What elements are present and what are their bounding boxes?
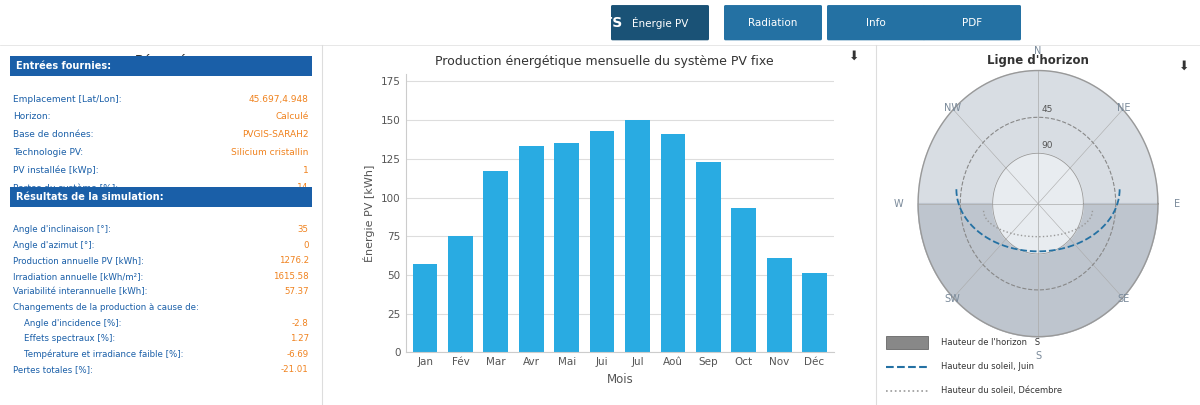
- Text: Température et irradiance faible [%]:: Température et irradiance faible [%]:: [13, 350, 184, 359]
- Bar: [413, 264, 438, 352]
- Text: N: N: [1034, 46, 1042, 56]
- Text: NE: NE: [1117, 103, 1130, 113]
- Bar: [484, 171, 509, 352]
- Bar: [660, 134, 685, 352]
- Text: NW: NW: [943, 103, 961, 113]
- Bar: [731, 209, 756, 352]
- Text: 45.697,4.948: 45.697,4.948: [248, 95, 308, 104]
- Text: Pertes du système [%]:: Pertes du système [%]:: [13, 183, 118, 193]
- Bar: [802, 273, 827, 352]
- Text: S: S: [1034, 352, 1042, 361]
- Text: Production annuelle PV [kWh]:: Production annuelle PV [kWh]:: [13, 256, 144, 265]
- Text: W: W: [894, 198, 904, 209]
- Y-axis label: Énergie PV [kWh]: Énergie PV [kWh]: [364, 164, 376, 262]
- Bar: [696, 162, 721, 352]
- Text: 90: 90: [1042, 141, 1052, 150]
- Text: Emplacement [Lat/Lon]:: Emplacement [Lat/Lon]:: [13, 95, 121, 104]
- Text: Pertes totales [%]:: Pertes totales [%]:: [13, 365, 92, 374]
- Text: Horizon:: Horizon:: [13, 113, 50, 121]
- Text: Résumé: Résumé: [134, 54, 187, 67]
- Text: PERFORMANCE DU SYSTÈME PV COUPLÉ AU RÉSEAU: RÉSULTATS: PERFORMANCE DU SYSTÈME PV COUPLÉ AU RÉSE…: [118, 16, 623, 30]
- Text: Production énergétique mensuelle du système PV fixe: Production énergétique mensuelle du syst…: [436, 55, 774, 68]
- Text: SE: SE: [1117, 294, 1130, 304]
- Text: Variabilité interannuelle [kWh]:: Variabilité interannuelle [kWh]:: [13, 288, 148, 296]
- Text: Angle d'azimut [°]:: Angle d'azimut [°]:: [13, 241, 95, 250]
- Text: ⬇: ⬇: [1178, 60, 1189, 73]
- Text: Ligne d'horizon: Ligne d'horizon: [988, 54, 1088, 67]
- Text: Silicium cristallin: Silicium cristallin: [232, 148, 308, 157]
- Text: Radiation: Radiation: [749, 18, 798, 28]
- Text: E: E: [1175, 198, 1181, 209]
- X-axis label: Mois: Mois: [606, 373, 634, 386]
- Text: Technologie PV:: Technologie PV:: [13, 148, 83, 157]
- Text: 1276.2: 1276.2: [278, 256, 308, 265]
- Text: Énergie PV: Énergie PV: [632, 17, 688, 29]
- Text: Angle d'inclinaison [°]:: Angle d'inclinaison [°]:: [13, 225, 110, 234]
- Text: -6.69: -6.69: [287, 350, 308, 358]
- Bar: [10, 56, 312, 76]
- Text: SW: SW: [944, 294, 960, 304]
- Text: Hauteur du soleil, Juin: Hauteur du soleil, Juin: [941, 362, 1034, 371]
- Bar: [10, 187, 312, 207]
- Text: Irradiation annuelle [kWh/m²]:: Irradiation annuelle [kWh/m²]:: [13, 272, 143, 281]
- Text: Angle d'incidence [%]:: Angle d'incidence [%]:: [13, 319, 121, 328]
- Circle shape: [992, 153, 1084, 254]
- Text: Hauteur du soleil, Décembre: Hauteur du soleil, Décembre: [941, 386, 1062, 395]
- FancyBboxPatch shape: [827, 5, 925, 40]
- Text: PV installée [kWp]:: PV installée [kWp]:: [13, 166, 98, 175]
- Text: ⬇: ⬇: [850, 49, 859, 62]
- Text: Base de données:: Base de données:: [13, 130, 94, 139]
- Text: Résultats de la simulation:: Résultats de la simulation:: [16, 192, 163, 202]
- Text: 1615.58: 1615.58: [274, 272, 308, 281]
- Text: 45: 45: [1042, 104, 1052, 114]
- Bar: [448, 236, 473, 352]
- Text: Changements de la production à cause de:: Changements de la production à cause de:: [13, 303, 199, 312]
- Text: Effets spectraux [%]:: Effets spectraux [%]:: [13, 334, 115, 343]
- Bar: [589, 131, 614, 352]
- Bar: [886, 336, 928, 349]
- Text: 57.37: 57.37: [284, 288, 308, 296]
- Circle shape: [918, 70, 1158, 337]
- Bar: [554, 143, 580, 352]
- Text: 0: 0: [304, 241, 308, 250]
- Text: 1: 1: [302, 166, 308, 175]
- FancyBboxPatch shape: [611, 5, 709, 40]
- Bar: [767, 258, 792, 352]
- FancyBboxPatch shape: [923, 5, 1021, 40]
- Text: Entrées fournies:: Entrées fournies:: [16, 61, 112, 71]
- Text: Info: Info: [866, 18, 886, 28]
- Text: PVGIS-SARAH2: PVGIS-SARAH2: [242, 130, 308, 139]
- Bar: [518, 147, 544, 352]
- FancyBboxPatch shape: [724, 5, 822, 40]
- Text: Calculé: Calculé: [275, 113, 308, 121]
- Text: -2.8: -2.8: [292, 319, 308, 328]
- Polygon shape: [918, 204, 1158, 337]
- Text: Hauteur de l'horizon   S: Hauteur de l'horizon S: [941, 337, 1040, 347]
- Text: 1.27: 1.27: [289, 334, 308, 343]
- Bar: [625, 120, 650, 352]
- Text: 35: 35: [298, 225, 308, 234]
- Text: ⬇: ⬇: [277, 60, 288, 73]
- Text: -21.01: -21.01: [281, 365, 308, 374]
- Text: 14: 14: [298, 183, 308, 192]
- Text: PDF: PDF: [962, 18, 982, 28]
